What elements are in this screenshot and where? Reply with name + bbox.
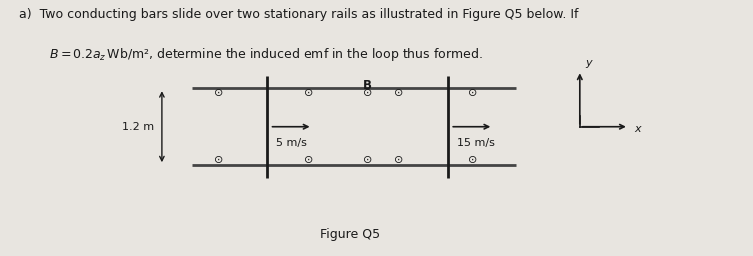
Text: ⊙: ⊙ (214, 88, 223, 99)
Text: ⊙: ⊙ (395, 155, 404, 165)
Text: ⊙: ⊙ (363, 88, 372, 99)
Text: ⊙: ⊙ (468, 155, 477, 165)
Text: $B = 0.2a_z\,$Wb/m², determine the induced emf in the loop thus formed.: $B = 0.2a_z\,$Wb/m², determine the induc… (49, 46, 483, 63)
Text: y: y (586, 58, 592, 68)
Text: Figure Q5: Figure Q5 (320, 228, 380, 241)
Text: ⊙: ⊙ (304, 88, 313, 99)
Text: x: x (635, 124, 642, 134)
Text: 1.2 m: 1.2 m (122, 122, 154, 132)
Text: ⊙: ⊙ (395, 88, 404, 99)
Text: B: B (363, 79, 372, 92)
Text: ⊙: ⊙ (214, 155, 223, 165)
Text: 15 m/s: 15 m/s (457, 138, 495, 148)
Text: a)  Two conducting bars slide over two stationary rails as illustrated in Figure: a) Two conducting bars slide over two st… (19, 8, 578, 21)
Text: ⊙: ⊙ (468, 88, 477, 99)
Text: 5 m/s: 5 m/s (276, 138, 307, 148)
Text: ⊙: ⊙ (363, 155, 372, 165)
Text: ⊙: ⊙ (304, 155, 313, 165)
